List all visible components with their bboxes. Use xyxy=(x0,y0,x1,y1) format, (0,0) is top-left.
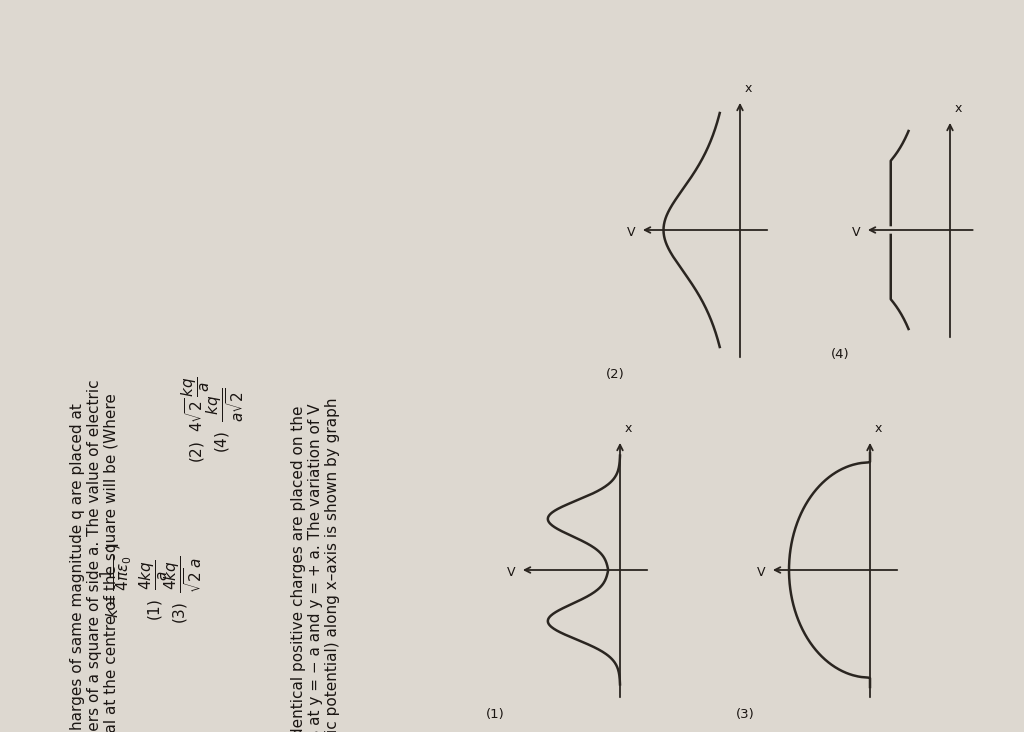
Text: V: V xyxy=(627,226,635,239)
Text: V: V xyxy=(507,567,515,580)
Text: (4)  $\dfrac{kq}{a\sqrt{2}}$: (4) $\dfrac{kq}{a\sqrt{2}}$ xyxy=(205,387,247,453)
Text: potential at the centre of the square will be (Where: potential at the centre of the square wi… xyxy=(104,393,119,732)
Text: V: V xyxy=(757,567,765,580)
Text: V: V xyxy=(852,226,860,239)
Text: (3): (3) xyxy=(736,708,755,721)
Text: (2)  $4\sqrt{2}\,\dfrac{kq}{a}$: (2) $4\sqrt{2}\,\dfrac{kq}{a}$ xyxy=(180,376,213,463)
Text: $k = \dfrac{1}{4\pi\varepsilon_0}$ ): $k = \dfrac{1}{4\pi\varepsilon_0}$ ) xyxy=(98,542,134,618)
Text: x: x xyxy=(874,422,883,435)
Text: (1): (1) xyxy=(486,708,505,721)
Text: four corners of a square of side a. The value of electric: four corners of a square of side a. The … xyxy=(87,380,102,732)
Text: y–axis at y = − a and y = + a. The variation of V: y–axis at y = − a and y = + a. The varia… xyxy=(308,403,323,732)
Text: (3)  $\dfrac{4kq}{\sqrt{2}\,a}$: (3) $\dfrac{4kq}{\sqrt{2}\,a}$ xyxy=(162,556,204,624)
Text: x: x xyxy=(625,422,633,435)
Text: (electric potential) along x–axis is shown by graph: (electric potential) along x–axis is sho… xyxy=(325,397,340,732)
Text: Two identical positive charges are placed on the: Two identical positive charges are place… xyxy=(291,406,306,732)
Text: (4): (4) xyxy=(831,348,850,361)
Text: Four charges of same magnitude q are placed at: Four charges of same magnitude q are pla… xyxy=(70,403,85,732)
Text: (2): (2) xyxy=(606,368,625,381)
Text: (1)  $\dfrac{4kq}{a}$: (1) $\dfrac{4kq}{a}$ xyxy=(137,559,170,621)
Text: x: x xyxy=(955,102,963,115)
Text: x: x xyxy=(745,82,753,95)
